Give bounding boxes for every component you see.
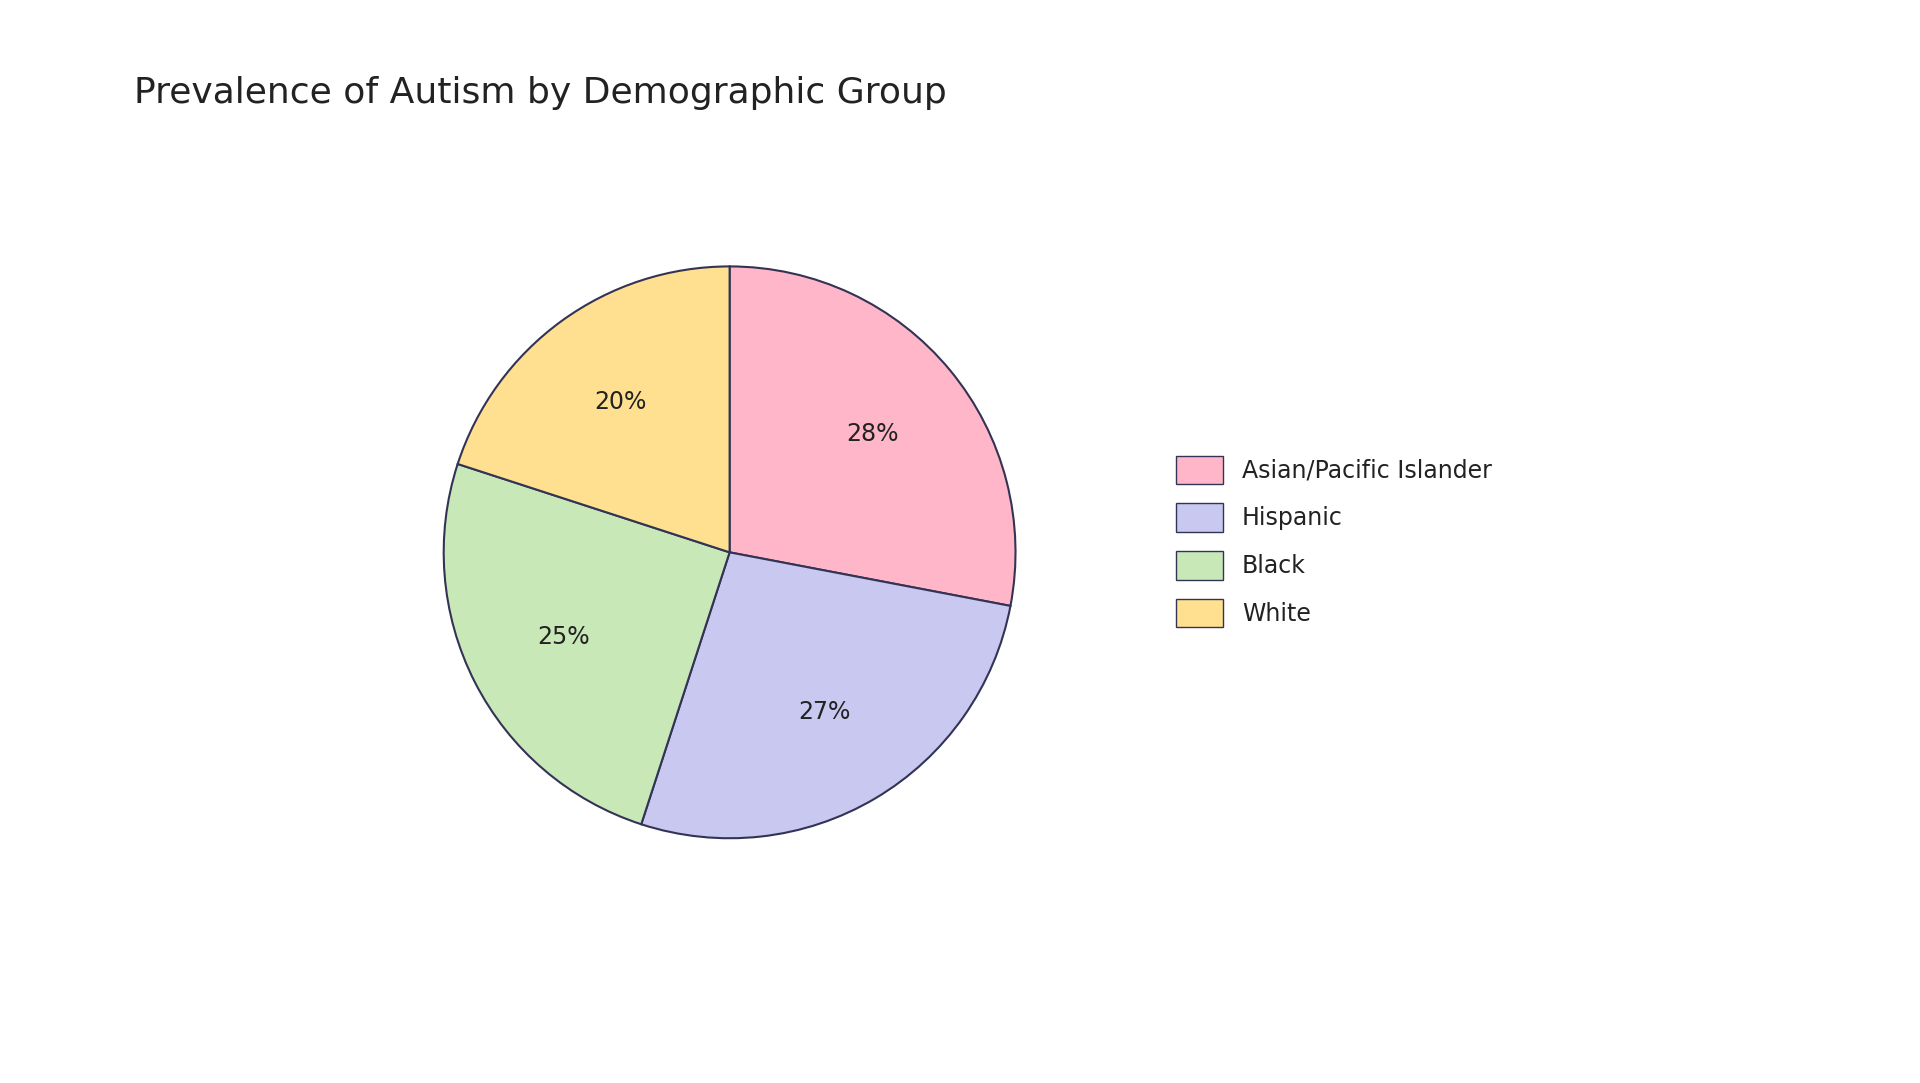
Wedge shape xyxy=(444,464,730,824)
Text: Prevalence of Autism by Demographic Group: Prevalence of Autism by Demographic Grou… xyxy=(134,76,947,109)
Text: 25%: 25% xyxy=(538,625,589,649)
Wedge shape xyxy=(641,552,1010,838)
Wedge shape xyxy=(730,266,1016,605)
Text: 27%: 27% xyxy=(799,701,851,725)
Wedge shape xyxy=(457,266,730,552)
Legend: Asian/Pacific Islander, Hispanic, Black, White: Asian/Pacific Islander, Hispanic, Black,… xyxy=(1164,444,1503,639)
Text: 20%: 20% xyxy=(593,390,647,414)
Text: 28%: 28% xyxy=(847,422,899,446)
